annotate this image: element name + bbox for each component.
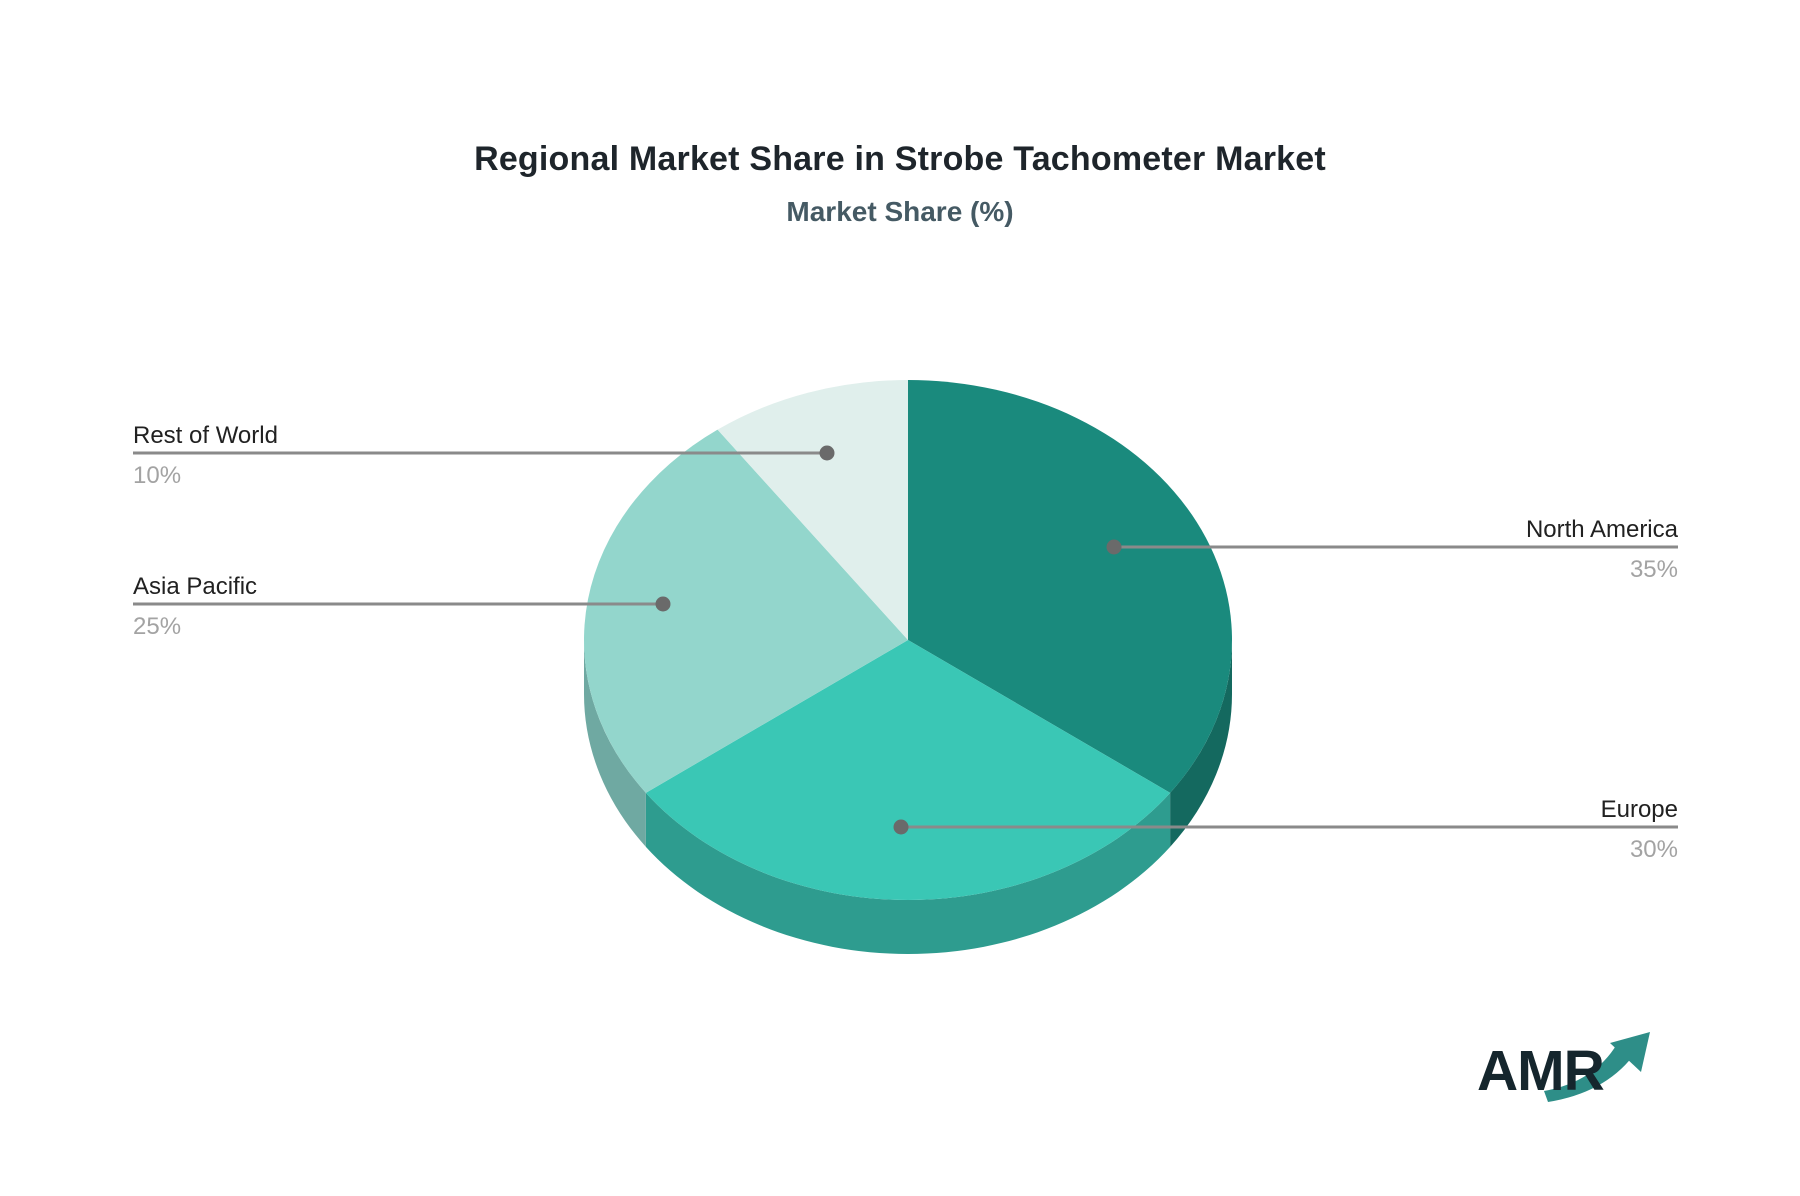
callout-label: North America	[1525, 516, 1678, 543]
callout-label: Asia Pacific	[133, 573, 258, 600]
callout-label: Rest of World	[133, 422, 278, 449]
leader-dot-north-america	[1106, 539, 1122, 555]
pie-slice-asia-pacific[interactable]	[583, 429, 908, 793]
amr-logo: AMR	[1477, 1039, 1605, 1103]
callout-value: 10%	[133, 462, 182, 489]
leader-dot-rest-of-world	[819, 445, 835, 461]
callout-asia-pacific: Asia Pacific 25%	[133, 573, 257, 640]
leader-dot-asia-pacific	[655, 596, 671, 612]
logo-arrow-icon	[1544, 1032, 1650, 1102]
leader-lines	[133, 445, 1678, 835]
callout-value: 35%	[1629, 556, 1678, 583]
callout-north-america: North America 35%	[1526, 516, 1678, 583]
pie-slice-side-north-america	[1170, 640, 1232, 847]
pie-slice-side-europe	[645, 792, 1171, 954]
callout-value: 25%	[133, 613, 182, 640]
callout-value: 30%	[1629, 836, 1678, 863]
pie-slice-rest-of-world[interactable]	[717, 380, 908, 640]
pie-slice-north-america[interactable]	[908, 380, 1232, 793]
pie-3d-sides	[584, 640, 1232, 954]
callout-rest-of-world: Rest of World 10%	[133, 422, 278, 489]
pie-slice-side-asia-pacific	[584, 640, 646, 847]
pie-slices	[583, 380, 1232, 901]
callout-label: Europe	[1600, 796, 1678, 823]
callout-europe: Europe 30%	[1601, 796, 1678, 863]
chart-subtitle: Market Share (%)	[786, 196, 1014, 227]
leader-dot-europe	[893, 819, 909, 835]
chart-title: Regional Market Share in Strobe Tachomet…	[474, 140, 1326, 178]
pie-slice-europe[interactable]	[645, 640, 1171, 901]
